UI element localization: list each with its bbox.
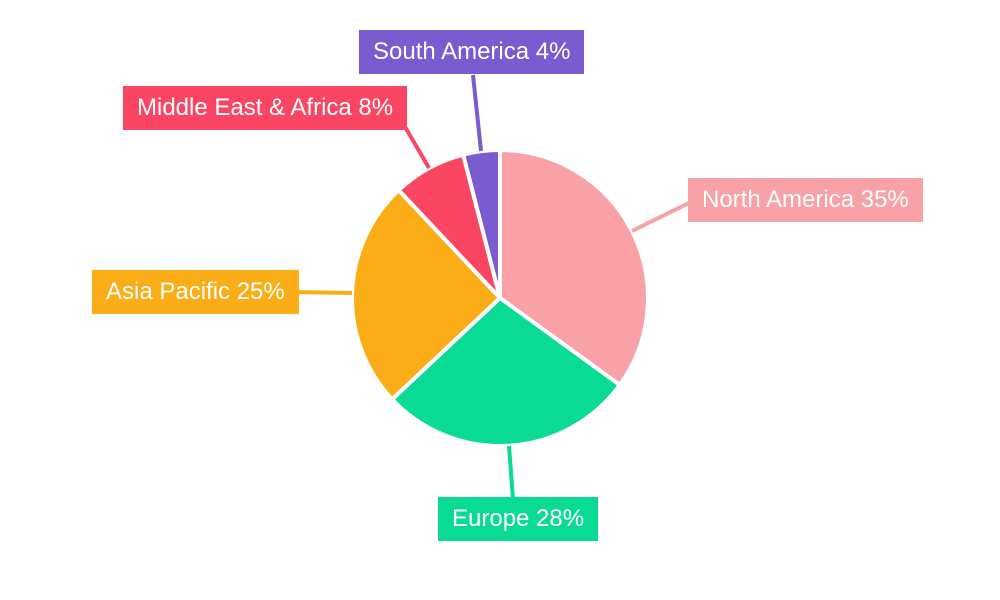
pie-slice-south-america[interactable] (461, 148, 502, 300)
leader-line-south-america (471, 74, 483, 152)
slice-label-asia-pacific: Asia Pacific 25% (92, 270, 299, 314)
pie-slice-europe[interactable] (390, 296, 622, 448)
pie-slice-asia-pacific[interactable] (350, 188, 502, 402)
slice-label-south-america: South America 4% (359, 30, 585, 74)
pie-slice-north-america[interactable] (498, 148, 650, 387)
leader-line-north-america (631, 201, 690, 233)
leader-line-europe (507, 445, 515, 500)
slice-label-north-america: North America 35% (688, 178, 923, 222)
slice-label-europe: Europe 28% (438, 497, 599, 541)
leader-line-asia-pacific (290, 290, 353, 295)
slice-label-middle-east-africa: Middle East & Africa 8% (123, 86, 408, 130)
